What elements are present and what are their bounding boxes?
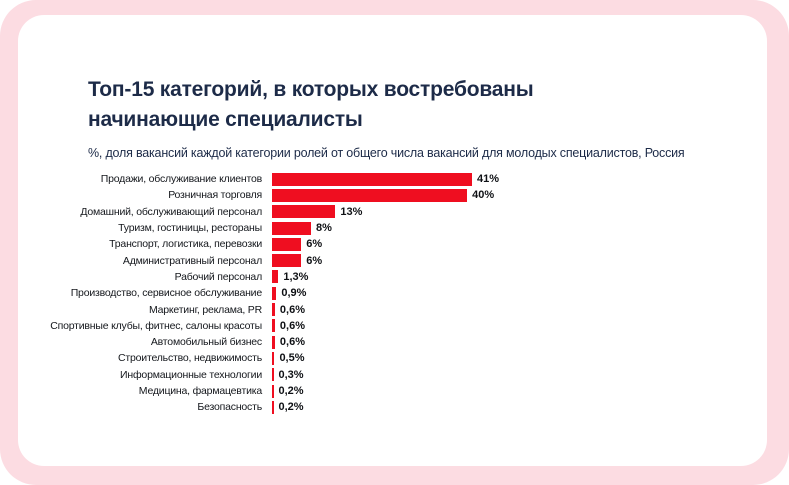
chart-row: Рабочий персонал 1,3% bbox=[88, 269, 767, 285]
category-label-text: Рабочий персонал bbox=[174, 270, 263, 283]
category-label: Строительство, недвижимость bbox=[88, 352, 272, 364]
value-label: 40% bbox=[472, 189, 495, 202]
value-label: 0,3% bbox=[278, 368, 304, 381]
value-label: 13% bbox=[340, 205, 363, 218]
value-label: 0,2% bbox=[278, 401, 304, 414]
category-label: Розничная торговля bbox=[88, 189, 272, 201]
infographic-card: Топ-15 категорий, в которых востребованы… bbox=[18, 15, 767, 466]
category-label: Туризм, гостиницы, рестораны bbox=[88, 222, 272, 234]
category-label: Домашний, обслуживающий персонал bbox=[80, 206, 272, 218]
category-label: Спортивные клубы, фитнес, салоны красоты bbox=[50, 320, 272, 332]
bar-chart: Продажи, обслуживание клиентов 41% Розничн… bbox=[50, 171, 767, 415]
chart-row: Транспорт, логистика, перевозки 6% bbox=[88, 236, 767, 252]
chart-row: Строительство, недвижимость 0,5% bbox=[88, 350, 767, 366]
category-label: Медицина, фармацевтика bbox=[88, 385, 272, 397]
bar bbox=[272, 303, 275, 317]
category-label: Безопасность bbox=[88, 401, 272, 413]
value-label: 0,6% bbox=[279, 336, 305, 349]
category-label-text: Маркетинг, реклама, PR bbox=[148, 303, 262, 316]
category-label-text: Строительство, недвижимость bbox=[118, 352, 262, 365]
value-label: 0,6% bbox=[279, 319, 305, 332]
bar bbox=[272, 270, 279, 284]
category-label: Транспорт, логистика, перевозки bbox=[88, 238, 272, 250]
category-label-text: Продажи, обслуживание клиентов bbox=[100, 173, 262, 186]
value-label: 0,9% bbox=[281, 287, 307, 300]
bar bbox=[272, 319, 275, 333]
page-title: Топ-15 категорий, в которых востребованы… bbox=[88, 75, 767, 135]
category-label: Административный персонал bbox=[88, 255, 272, 267]
value-label: 6% bbox=[306, 254, 323, 267]
value-label: 0,6% bbox=[279, 303, 305, 316]
page-title-line-2: начинающие специалисты bbox=[88, 108, 363, 131]
category-label: Производство, сервисное обслуживание bbox=[71, 287, 272, 299]
bar bbox=[272, 221, 312, 235]
chart-row: Маркетинг, реклама, PR 0,6% bbox=[88, 301, 767, 317]
value-label: 0,5% bbox=[279, 352, 305, 365]
category-label-text: Информационные технологии bbox=[120, 368, 262, 381]
bar bbox=[272, 172, 472, 186]
chart-row: Туризм, гостиницы, рестораны 8% bbox=[88, 220, 767, 236]
chart-row: Домашний, обслуживающий персонал 13% bbox=[80, 204, 767, 220]
category-label: Маркетинг, реклама, PR bbox=[88, 304, 272, 316]
category-label-text: Домашний, обслуживающий персонал bbox=[80, 205, 262, 218]
category-label: Информационные технологии bbox=[88, 369, 272, 381]
chart-row: Безопасность 0,2% bbox=[88, 399, 767, 415]
chart-row: Розничная торговля 40% bbox=[88, 187, 767, 203]
chart-row: Информационные технологии 0,3% bbox=[88, 367, 767, 383]
bar bbox=[272, 335, 275, 349]
category-label-text: Медицина, фармацевтика bbox=[138, 385, 262, 397]
category-label-text: Транспорт, логистика, перевозки bbox=[109, 238, 262, 251]
chart-row: Медицина, фармацевтика 0,2% bbox=[88, 383, 767, 399]
chart-row: Производство, сервисное обслуживание 0,9% bbox=[71, 285, 767, 301]
value-label: 8% bbox=[316, 222, 332, 235]
category-label-text: Розничная торговля bbox=[168, 189, 262, 202]
category-label-text: Туризм, гостиницы, рестораны bbox=[118, 222, 262, 235]
bar bbox=[272, 254, 302, 268]
value-label: 41% bbox=[477, 173, 500, 186]
bar bbox=[272, 384, 274, 398]
category-label-text: Спортивные клубы, фитнес, салоны красоты bbox=[50, 319, 262, 332]
bar bbox=[272, 205, 336, 219]
chart-row: Автомобильный бизнес 0,6% bbox=[88, 334, 767, 350]
bar bbox=[272, 286, 277, 300]
category-label: Автомобильный бизнес bbox=[88, 336, 272, 348]
category-label-text: Безопасность bbox=[197, 401, 262, 414]
bar bbox=[272, 237, 302, 251]
category-label: Продажи, обслуживание клиентов bbox=[88, 173, 272, 185]
value-label: 0,2% bbox=[278, 385, 304, 397]
bar bbox=[272, 368, 274, 382]
chart-row: Спортивные клубы, фитнес, салоны красоты… bbox=[50, 318, 767, 334]
bar bbox=[272, 351, 275, 365]
category-label: Рабочий персонал bbox=[88, 271, 272, 283]
bar bbox=[272, 400, 274, 414]
bar bbox=[272, 188, 468, 202]
chart-row: Административный персонал 6% bbox=[88, 252, 767, 268]
page-title-line-1: Топ-15 категорий, в которых востребованы bbox=[88, 78, 534, 101]
chart-subtitle: %, доля вакансий каждой категории ролей … bbox=[88, 146, 685, 160]
category-label-text: Автомобильный бизнес bbox=[150, 336, 262, 349]
category-label-text: Административный персонал bbox=[122, 254, 262, 267]
category-label-text: Производство, сервисное обслуживание bbox=[70, 287, 262, 300]
value-label: 6% bbox=[306, 238, 323, 251]
chart-row: Продажи, обслуживание клиентов 41% bbox=[88, 171, 767, 187]
value-label: 1,3% bbox=[283, 270, 309, 283]
